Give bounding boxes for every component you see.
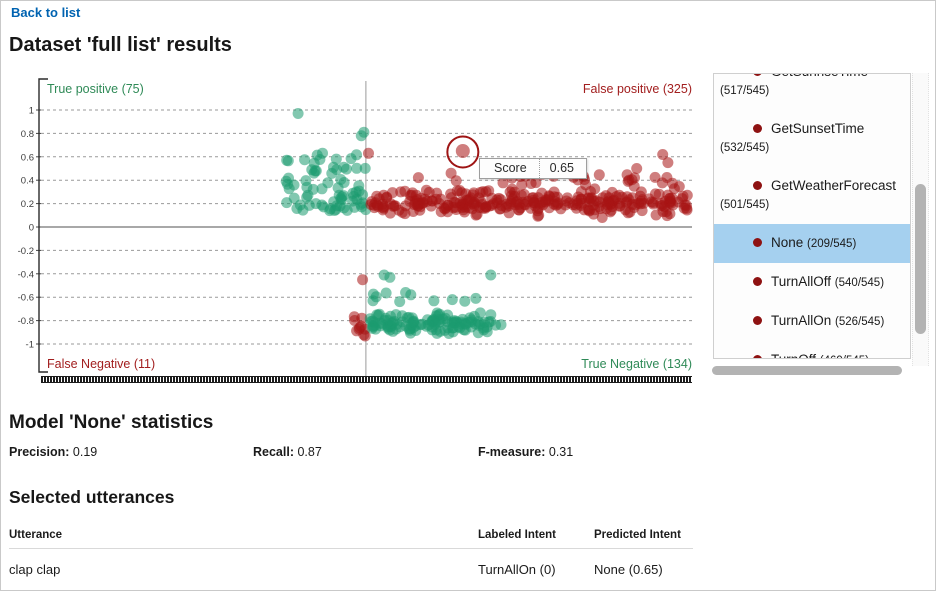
intent-list-item[interactable]: TurnAllOn (526/545) (714, 302, 910, 341)
utterance-cell: None (0.65) (594, 562, 663, 577)
column-header: Predicted Intent (594, 529, 681, 541)
x-axis-utterance-rug (41, 376, 692, 383)
intent-name: TurnAllOff (771, 274, 832, 289)
utterances-table-divider (9, 548, 693, 549)
intent-count: (526/545) (835, 316, 885, 328)
svg-text:-1: -1 (26, 340, 34, 351)
intent-name: GetWeatherForecast (771, 178, 897, 193)
svg-text:0.4: 0.4 (21, 176, 34, 187)
score-tooltip-label: Score (494, 161, 527, 175)
intent-count: (501/545) (720, 199, 770, 211)
metric-recall: Recall: 0.87 (253, 445, 322, 459)
svg-text:-0.4: -0.4 (18, 269, 34, 280)
intent-bullet-icon (753, 316, 762, 325)
intent-count: (517/545) (720, 85, 770, 97)
intent-count: (209/545) (807, 238, 857, 250)
back-to-list-link[interactable]: Back to list (11, 5, 81, 20)
intent-bullet-icon (753, 124, 762, 133)
svg-text:0: 0 (29, 223, 34, 234)
utterance-cell: clap clap (9, 562, 61, 577)
intent-name: GetSunriseTime (771, 74, 868, 79)
column-header: Labeled Intent (478, 529, 556, 541)
intent-name: TurnOff (771, 352, 816, 358)
intent-bullet-icon (753, 238, 762, 247)
intent-count: (469/545) (820, 355, 869, 358)
selected-utterances-title: Selected utterances (9, 487, 175, 507)
svg-text:0.2: 0.2 (21, 199, 34, 210)
metric-f-measure: F-measure: 0.31 (478, 445, 574, 459)
intent-name: TurnAllOn (771, 313, 832, 328)
score-tooltip-value: 0.65 (538, 159, 586, 178)
metric-precision: Precision: 0.19 (9, 445, 98, 459)
utterances-table-body: clap clap TurnAllOn (0) None (0.65) (9, 562, 693, 584)
svg-text:0.6: 0.6 (21, 152, 34, 163)
intent-list-item[interactable]: TurnOff (469/545) (714, 341, 910, 358)
svg-text:-0.2: -0.2 (18, 246, 34, 257)
intent-list-vertical-scrollbar-thumb[interactable] (915, 184, 926, 334)
intent-list-item[interactable]: None (209/545) (714, 224, 910, 263)
model-statistics-title: Model 'None' statistics (9, 412, 214, 433)
utterances-table-header: Utterance Labeled Intent Predicted Intent (9, 529, 693, 547)
column-header: Utterance (9, 529, 63, 541)
page-title: Dataset 'full list' results (9, 34, 232, 56)
intent-list: GetSunriseTime (517/545) GetSunsetTime (… (713, 73, 911, 359)
score-tooltip: Score 0.65 (479, 158, 587, 179)
utterance-cell: TurnAllOn (0) (478, 562, 556, 577)
intent-list-horizontal-scrollbar-thumb[interactable] (712, 366, 902, 375)
svg-text:0.8: 0.8 (21, 129, 34, 140)
svg-text:1: 1 (29, 106, 34, 117)
intent-count: (540/545) (834, 277, 885, 289)
intent-list-item[interactable]: GetSunriseTime (517/545) (714, 74, 910, 110)
intent-count: (532/545) (720, 142, 770, 154)
intent-bullet-icon (753, 181, 762, 190)
intent-bullet-icon (753, 74, 762, 76)
intent-list-item[interactable]: TurnAllOff (540/545) (714, 263, 910, 302)
intent-bullet-icon (753, 277, 762, 286)
intent-name: GetSunsetTime (771, 121, 865, 136)
intent-list-item[interactable]: GetSunsetTime (532/545) (714, 110, 910, 167)
svg-text:-0.8: -0.8 (18, 316, 34, 327)
scatter-plot[interactable]: 1 0.8 0.6 0.4 0.2 0 -0.2 -0.4 -0.6 -0.8 -1 (1, 61, 711, 401)
intent-list-item[interactable]: GetWeatherForecast (501/545) (714, 167, 910, 224)
model-statistics-row: Precision: 0.19 Recall: 0.87 F-measure: 0.… (9, 445, 709, 463)
svg-text:-0.6: -0.6 (18, 293, 34, 304)
intent-name: None (771, 235, 804, 250)
intent-bullet-icon (753, 355, 762, 358)
utterance-row[interactable]: clap clap TurnAllOn (0) None (0.65) (9, 562, 693, 584)
utterances-table: Utterance Labeled Intent Predicted Intent … (9, 529, 693, 584)
